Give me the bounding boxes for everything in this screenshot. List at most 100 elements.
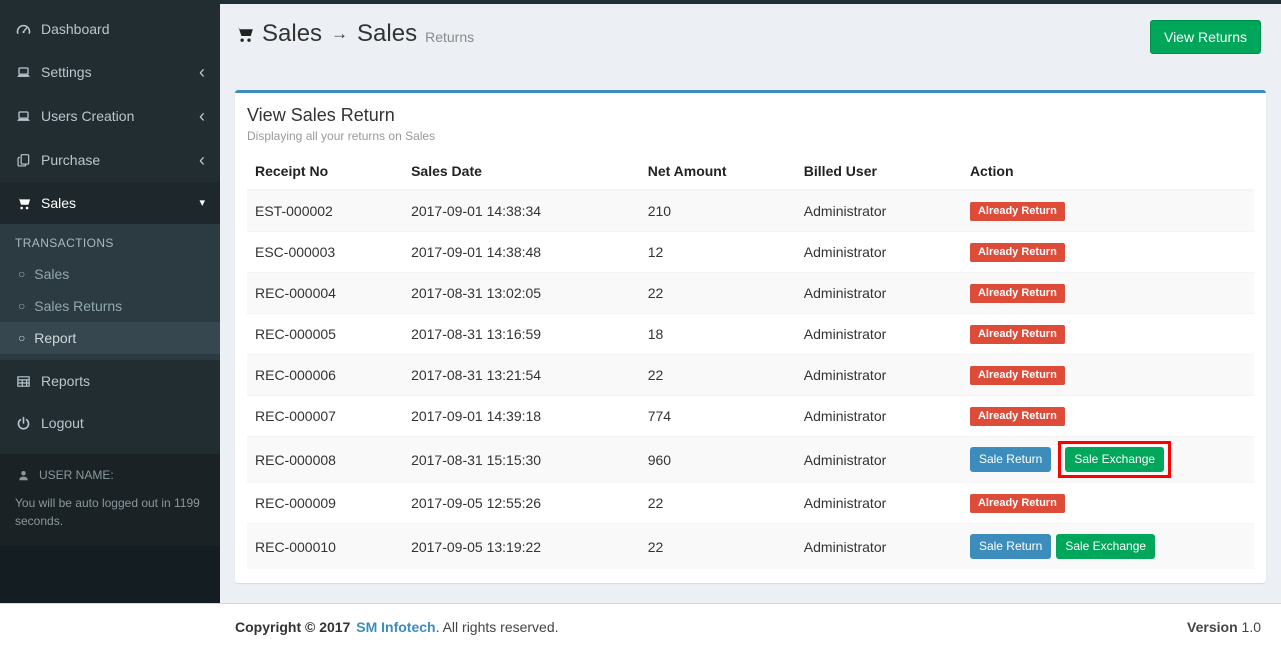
submenu-item-label: Report xyxy=(34,330,77,346)
billed-user-cell: Administrator xyxy=(803,495,887,511)
table-row: ESC-000003 2017-09-01 14:38:48 12 Administr… xyxy=(247,231,1254,273)
table-row: REC-000009 2017-09-05 12:55:26 22 Administr… xyxy=(247,482,1254,524)
action-cell: Sale Return Sale Exchange xyxy=(962,524,1254,570)
page-wrapper: Dashboard Settings ‹ Users Creation ‹ xyxy=(0,0,1281,603)
highlight-annotation: Sale Exchange xyxy=(1058,440,1172,478)
receipt-no-cell: REC-000008 xyxy=(255,451,336,468)
sale-return-button[interactable]: Sale Return xyxy=(969,534,1052,559)
already-return-badge: Already Return xyxy=(969,243,1065,262)
page-title: Sales → Sales Returns xyxy=(235,20,1266,48)
cart-icon xyxy=(235,25,254,44)
content-header: Sales → Sales Returns View Returns xyxy=(220,4,1281,58)
sidebar-item-label: Reports xyxy=(41,373,91,389)
version-value: 1.0 xyxy=(1241,619,1261,635)
sales-date-cell: 2017-08-31 15:15:30 xyxy=(411,451,542,468)
already-return-badge: Already Return xyxy=(969,407,1065,426)
net-amount-cell: 774 xyxy=(647,408,672,424)
net-amount-cell: 22 xyxy=(647,495,664,511)
company-link[interactable]: SM Infotech xyxy=(356,619,436,635)
page-title-small: Returns xyxy=(425,29,475,45)
net-amount-cell: 210 xyxy=(647,203,672,219)
view-returns-button[interactable]: View Returns xyxy=(1149,20,1261,54)
already-return-badge: Already Return xyxy=(969,284,1065,303)
version-label: Version xyxy=(1187,619,1238,635)
sales-date-cell: 2017-08-31 13:21:54 xyxy=(411,367,542,383)
sales-date-cell: 2017-09-01 14:38:34 xyxy=(411,203,542,219)
laptop-icon xyxy=(15,109,32,124)
table-header: Receipt No Sales Date Net Amount Billed … xyxy=(247,153,1254,191)
column-header-net-amount: Net Amount xyxy=(639,153,796,191)
column-header-receipt-no: Receipt No xyxy=(247,153,404,191)
receipt-no-cell: EST-000002 xyxy=(255,203,333,219)
net-amount-cell: 22 xyxy=(647,285,664,301)
copyright-text: Copyright © 2017 xyxy=(235,619,351,635)
auto-logout-notice: You will be auto logged out in 1199 seco… xyxy=(15,496,200,528)
sales-return-panel: View Sales Return Displaying all your re… xyxy=(235,90,1266,583)
user-icon xyxy=(15,469,32,482)
sidebar-item-label: Users Creation xyxy=(41,108,135,124)
receipt-no-cell: REC-000006 xyxy=(255,367,336,383)
panel-header: View Sales Return Displaying all your re… xyxy=(235,93,1266,145)
sale-exchange-button[interactable]: Sale Exchange xyxy=(1056,534,1156,559)
rights-text: . All rights reserved. xyxy=(435,619,559,635)
receipt-no-cell: ESC-000003 xyxy=(255,244,336,260)
laptop-icon xyxy=(15,65,32,80)
sidebar-item-sales[interactable]: Sales ▾ xyxy=(0,182,220,224)
footer: Copyright © 2017 SM Infotech. All rights… xyxy=(0,603,1281,650)
column-header-sales-date: Sales Date xyxy=(403,153,640,191)
top-bar xyxy=(220,0,1281,4)
page-title-primary: Sales xyxy=(262,20,323,47)
main-content: Sales → Sales Returns View Returns View … xyxy=(220,0,1281,603)
sidebar-item-users-creation[interactable]: Users Creation ‹ xyxy=(0,94,220,138)
receipt-no-cell: REC-000005 xyxy=(255,326,336,342)
circle-icon: ○ xyxy=(18,331,26,345)
action-cell: Already Return xyxy=(962,314,1254,355)
chevron-down-icon: ▾ xyxy=(199,196,205,209)
table-row: REC-000007 2017-09-01 14:39:18 774 Administ… xyxy=(247,395,1254,437)
submenu-item-sales[interactable]: ○ Sales xyxy=(0,258,220,290)
receipt-no-cell: REC-000004 xyxy=(255,285,336,301)
cart-icon xyxy=(15,196,32,211)
sidebar-item-logout[interactable]: Logout xyxy=(0,402,220,444)
sidebar-item-dashboard[interactable]: Dashboard xyxy=(0,8,220,50)
billed-user-cell: Administrator xyxy=(803,326,887,342)
sidebar-item-purchase[interactable]: Purchase ‹ xyxy=(0,138,220,182)
sidebar-item-label: Dashboard xyxy=(41,21,110,37)
receipt-no-cell: REC-000007 xyxy=(255,408,336,424)
submenu-item-sales-returns[interactable]: ○ Sales Returns xyxy=(0,290,220,322)
copyright: Copyright © 2017 SM Infotech. All rights… xyxy=(235,619,559,635)
receipt-no-cell: REC-000010 xyxy=(255,538,336,555)
panel-title: View Sales Return xyxy=(247,105,395,125)
billed-user-cell: Administrator xyxy=(803,408,887,424)
sidebar-item-label: Settings xyxy=(41,64,92,80)
billed-user-cell: Administrator xyxy=(803,367,887,383)
sidebar-item-label: Sales xyxy=(41,195,77,211)
table-row: REC-000008 2017-08-31 15:15:30 960 Administ… xyxy=(247,436,1254,483)
action-cell: Already Return xyxy=(962,232,1254,273)
action-cell: Already Return xyxy=(962,396,1254,437)
table-header-row: Receipt No Sales Date Net Amount Billed … xyxy=(247,153,1254,191)
sidebar-footer-block xyxy=(0,546,220,603)
sales-date-cell: 2017-09-05 12:55:26 xyxy=(411,495,542,511)
net-amount-cell: 12 xyxy=(647,244,664,260)
submenu-header: TRANSACTIONS xyxy=(15,236,114,250)
submenu-item-label: Sales Returns xyxy=(34,298,123,314)
chevron-left-icon: ‹ xyxy=(199,62,205,82)
sidebar: Dashboard Settings ‹ Users Creation ‹ xyxy=(0,0,220,603)
sale-exchange-button[interactable]: Sale Exchange xyxy=(1065,446,1165,472)
net-amount-cell: 22 xyxy=(647,538,664,555)
chevron-left-icon: ‹ xyxy=(199,150,205,170)
column-header-billed-user: Billed User xyxy=(795,153,962,191)
sidebar-item-settings[interactable]: Settings ‹ xyxy=(0,50,220,94)
sales-date-cell: 2017-09-01 14:38:48 xyxy=(411,244,542,260)
sidebar-item-reports[interactable]: Reports xyxy=(0,360,220,402)
version-text: Version 1.0 xyxy=(1187,619,1261,635)
files-icon xyxy=(15,153,32,168)
billed-user-cell: Administrator xyxy=(803,538,887,555)
sale-return-button[interactable]: Sale Return xyxy=(969,447,1052,472)
net-amount-cell: 22 xyxy=(647,367,664,383)
sales-date-cell: 2017-08-31 13:02:05 xyxy=(411,285,542,301)
already-return-badge: Already Return xyxy=(969,202,1065,221)
submenu-item-report[interactable]: ○ Report xyxy=(0,322,220,354)
billed-user-cell: Administrator xyxy=(803,285,887,301)
